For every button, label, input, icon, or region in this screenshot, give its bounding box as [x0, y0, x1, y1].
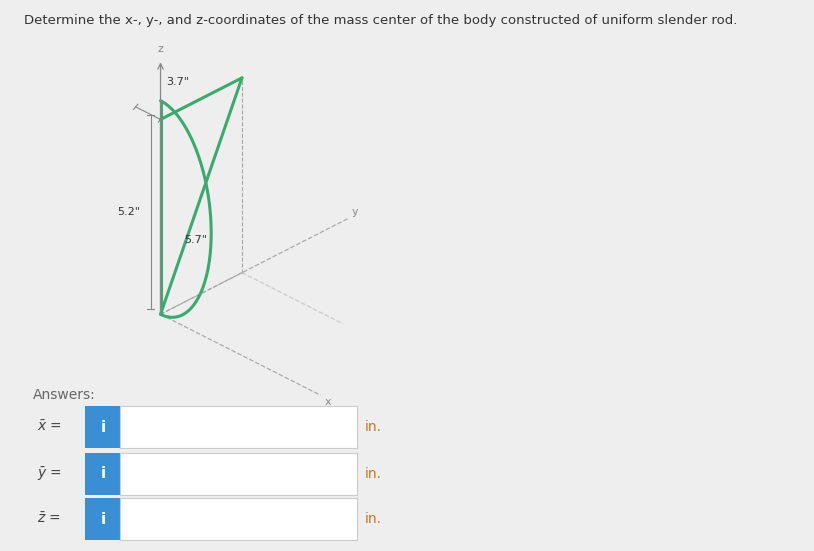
Text: $\bar{z}$ =: $\bar{z}$ = — [37, 512, 60, 526]
Text: in.: in. — [365, 512, 382, 526]
Text: $\bar{x}$ =: $\bar{x}$ = — [37, 420, 62, 434]
Text: y: y — [352, 207, 358, 217]
Text: Determine the x-, y-, and z-coordinates of the mass center of the body construct: Determine the x-, y-, and z-coordinates … — [24, 14, 737, 27]
Text: 3.7": 3.7" — [166, 78, 190, 88]
Text: Answers:: Answers: — [33, 388, 95, 402]
Text: i: i — [100, 419, 106, 435]
Text: in.: in. — [365, 420, 382, 434]
Text: i: i — [100, 466, 106, 482]
Text: $\bar{y}$ =: $\bar{y}$ = — [37, 465, 62, 483]
Text: i: i — [100, 511, 106, 527]
Text: 5.2": 5.2" — [117, 207, 140, 217]
Text: 5.7": 5.7" — [184, 235, 207, 245]
Text: in.: in. — [365, 467, 382, 481]
Text: x: x — [325, 397, 331, 407]
Text: z: z — [158, 44, 164, 54]
